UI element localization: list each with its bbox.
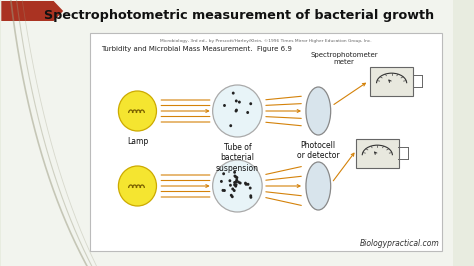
Circle shape [249, 186, 252, 190]
Text: Spectrophotometer
meter: Spectrophotometer meter [310, 52, 378, 65]
Circle shape [233, 171, 236, 174]
FancyBboxPatch shape [356, 139, 399, 168]
Circle shape [234, 174, 237, 177]
Circle shape [245, 183, 247, 186]
FancyBboxPatch shape [90, 33, 442, 251]
Circle shape [223, 104, 226, 107]
Ellipse shape [306, 87, 331, 135]
Ellipse shape [213, 160, 262, 212]
Circle shape [231, 188, 234, 190]
Circle shape [118, 166, 156, 206]
Circle shape [220, 180, 223, 183]
Circle shape [234, 185, 237, 188]
Circle shape [229, 184, 232, 187]
Circle shape [233, 189, 236, 192]
Text: Spectrophotometric measurement of bacterial growth: Spectrophotometric measurement of bacter… [44, 9, 434, 22]
Polygon shape [1, 1, 63, 21]
Circle shape [235, 109, 238, 112]
Circle shape [239, 181, 242, 185]
Circle shape [230, 194, 233, 197]
Circle shape [244, 182, 247, 185]
Circle shape [237, 181, 240, 184]
Circle shape [118, 91, 156, 131]
Circle shape [246, 183, 249, 186]
Circle shape [233, 183, 236, 186]
Circle shape [238, 101, 241, 103]
Text: Tube of
bacterial
suspension: Tube of bacterial suspension [216, 143, 259, 173]
Circle shape [231, 195, 234, 198]
Ellipse shape [306, 162, 331, 210]
Circle shape [246, 111, 249, 114]
Text: Photocell
or detector: Photocell or detector [297, 141, 340, 160]
Circle shape [229, 124, 232, 127]
Circle shape [221, 189, 224, 192]
Circle shape [249, 194, 252, 197]
Text: Biologypractical.com: Biologypractical.com [359, 239, 439, 248]
Circle shape [249, 196, 252, 199]
Circle shape [232, 92, 235, 95]
Text: Lamp: Lamp [127, 137, 148, 146]
Circle shape [228, 179, 231, 182]
Circle shape [235, 180, 237, 183]
Circle shape [235, 183, 237, 186]
Circle shape [235, 179, 238, 182]
FancyBboxPatch shape [370, 66, 413, 95]
Text: Turbidity and Microbial Mass Measurement.  Figure 6.9: Turbidity and Microbial Mass Measurement… [101, 46, 292, 52]
Text: Microbiology, 3rd ed., by Prescott/Harley/Klein, ©1996 Times Mirror Higher Educa: Microbiology, 3rd ed., by Prescott/Harle… [160, 39, 372, 43]
Circle shape [233, 181, 236, 184]
Ellipse shape [213, 85, 262, 137]
Circle shape [235, 110, 237, 113]
Circle shape [235, 99, 238, 102]
Circle shape [223, 189, 226, 192]
Circle shape [222, 172, 225, 175]
Circle shape [235, 176, 237, 178]
FancyBboxPatch shape [1, 0, 453, 266]
Circle shape [236, 176, 238, 179]
Circle shape [249, 102, 252, 105]
